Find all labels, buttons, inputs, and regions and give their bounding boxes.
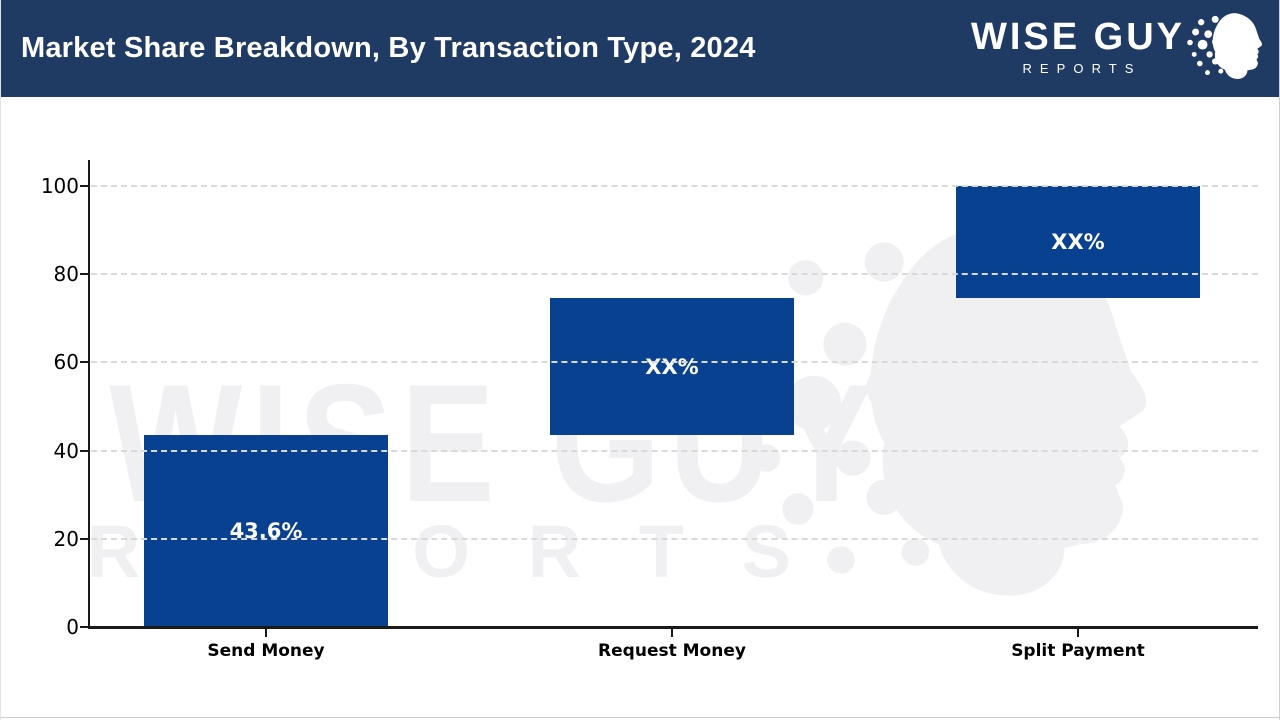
bar-value-label: XX%: [645, 354, 699, 379]
y-axis-tick-label: 60: [53, 350, 79, 375]
y-axis-tickmark: [80, 185, 89, 187]
gridline: [91, 449, 1258, 452]
bar-value-label: XX%: [1051, 230, 1105, 255]
y-axis-tick-label: 100: [40, 174, 79, 198]
y-axis-tick-label: 20: [53, 526, 79, 551]
logo-text: WISE GUY REPORTS: [971, 18, 1185, 75]
gridline: [91, 537, 1258, 540]
y-axis-line: [88, 160, 90, 629]
y-axis-tickmark: [80, 537, 89, 540]
gridline: [91, 273, 1258, 276]
y-axis-tickmark: [80, 273, 89, 276]
bar-split-payment: XX%: [956, 186, 1200, 299]
y-axis-tickmark: [80, 626, 89, 628]
y-axis-tick-label: 40: [53, 438, 79, 463]
header: Market Share Breakdown, By Transaction T…: [1, 0, 1279, 97]
y-axis-tickmark: [80, 361, 89, 364]
x-axis-category-label-send-money: Send Money: [207, 641, 325, 661]
x-axis-tickmark: [265, 629, 267, 637]
y-axis-tick-label: 80: [53, 262, 79, 287]
bar-send-money: 43.6%: [144, 434, 388, 627]
gridline: [91, 185, 1258, 187]
bar-request-money: XX%: [550, 298, 794, 435]
wiseguy-logo: WISE GUY REPORTS: [971, 8, 1267, 84]
y-axis-tickmark: [80, 449, 89, 452]
face-profile-icon: [1187, 13, 1262, 79]
gridline: [91, 361, 1258, 364]
y-axis-tick-label: 0: [66, 615, 79, 639]
logo-wordmark: WISE GUY: [970, 15, 1185, 58]
x-axis-category-label-request-money: Request Money: [598, 641, 746, 661]
logo-subtext: REPORTS: [1022, 60, 1142, 76]
page-title: Market Share Breakdown, By Transaction T…: [21, 32, 756, 64]
x-axis-line: [88, 626, 1258, 629]
x-axis-tickmark: [671, 629, 673, 637]
x-axis-tickmark: [1077, 629, 1079, 637]
x-axis-category-label-split-payment: Split Payment: [1011, 641, 1145, 661]
